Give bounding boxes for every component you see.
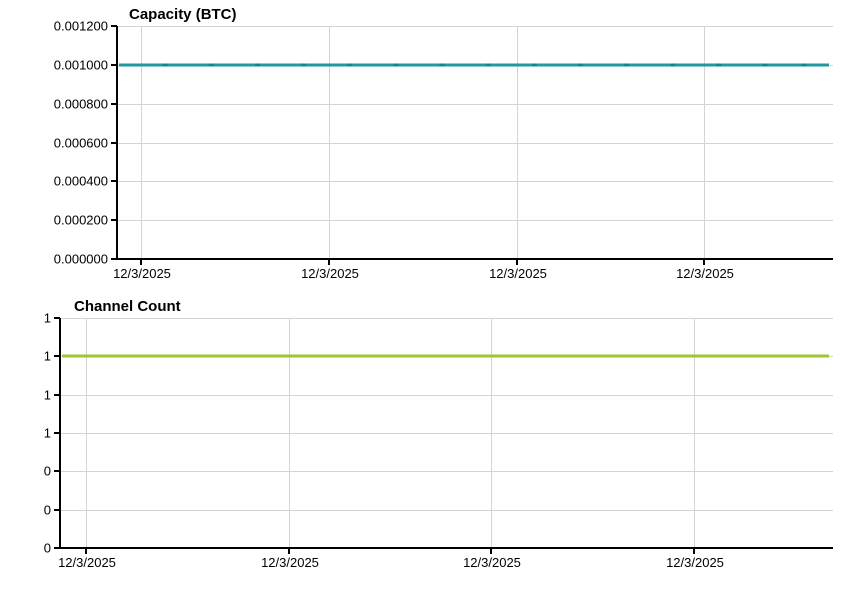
capacity-y-tick-label: 0.000000 bbox=[54, 252, 108, 267]
capacity-data-point-marker bbox=[578, 63, 583, 67]
capacity-data-point-marker bbox=[162, 63, 168, 67]
channel-count-y-tick-label: 1 bbox=[44, 388, 51, 403]
capacity-chart-title: Capacity (BTC) bbox=[129, 6, 237, 23]
capacity-data-point-marker bbox=[347, 63, 353, 67]
capacity-data-point-marker bbox=[531, 63, 537, 67]
channel-count-y-tick-label: 1 bbox=[44, 349, 51, 364]
channel-count-y-tick-label: 0 bbox=[44, 503, 51, 518]
channel-count-x-tick-label: 12/3/2025 bbox=[58, 555, 116, 570]
capacity-y-tick-label: 0.000600 bbox=[54, 136, 108, 151]
capacity-y-tick-label: 0.000800 bbox=[54, 97, 108, 112]
capacity-data-point-marker bbox=[393, 63, 399, 67]
channel-count-x-tick-label: 12/3/2025 bbox=[261, 555, 319, 570]
capacity-data-point-marker bbox=[716, 63, 722, 67]
capacity-y-tick-label: 0.000400 bbox=[54, 174, 108, 189]
channel-count-y-tick-label: 0 bbox=[44, 541, 51, 556]
channel-count-y-tick-label: 0 bbox=[44, 464, 51, 479]
capacity-x-tick-label: 12/3/2025 bbox=[489, 266, 547, 281]
capacity-data-point-marker bbox=[254, 63, 260, 67]
capacity-data-point-marker bbox=[301, 63, 307, 67]
capacity-y-tick-label: 0.001000 bbox=[54, 58, 108, 73]
channel-count-chart-title: Channel Count bbox=[74, 298, 181, 315]
capacity-data-point-marker bbox=[485, 63, 491, 67]
channel-count-x-tick-label: 12/3/2025 bbox=[463, 555, 521, 570]
capacity-x-tick-label: 12/3/2025 bbox=[301, 266, 359, 281]
capacity-data-point-marker bbox=[624, 63, 630, 67]
channel-count-y-tick-label: 1 bbox=[44, 426, 51, 441]
channel-count-x-tick-label: 12/3/2025 bbox=[666, 555, 724, 570]
capacity-y-tick-label: 0.001200 bbox=[54, 19, 108, 34]
capacity-data-point-marker bbox=[208, 63, 214, 67]
capacity-data-point-marker bbox=[439, 63, 445, 67]
capacity-y-tick-label: 0.000200 bbox=[54, 213, 108, 228]
capacity-x-tick-label: 12/3/2025 bbox=[676, 266, 734, 281]
capacity-x-tick-label: 12/3/2025 bbox=[113, 266, 171, 281]
capacity-data-point-marker bbox=[670, 63, 676, 67]
channel-count-y-tick-label: 1 bbox=[44, 311, 51, 326]
capacity-data-point-marker bbox=[801, 63, 807, 67]
capacity-data-point-marker bbox=[762, 63, 768, 67]
